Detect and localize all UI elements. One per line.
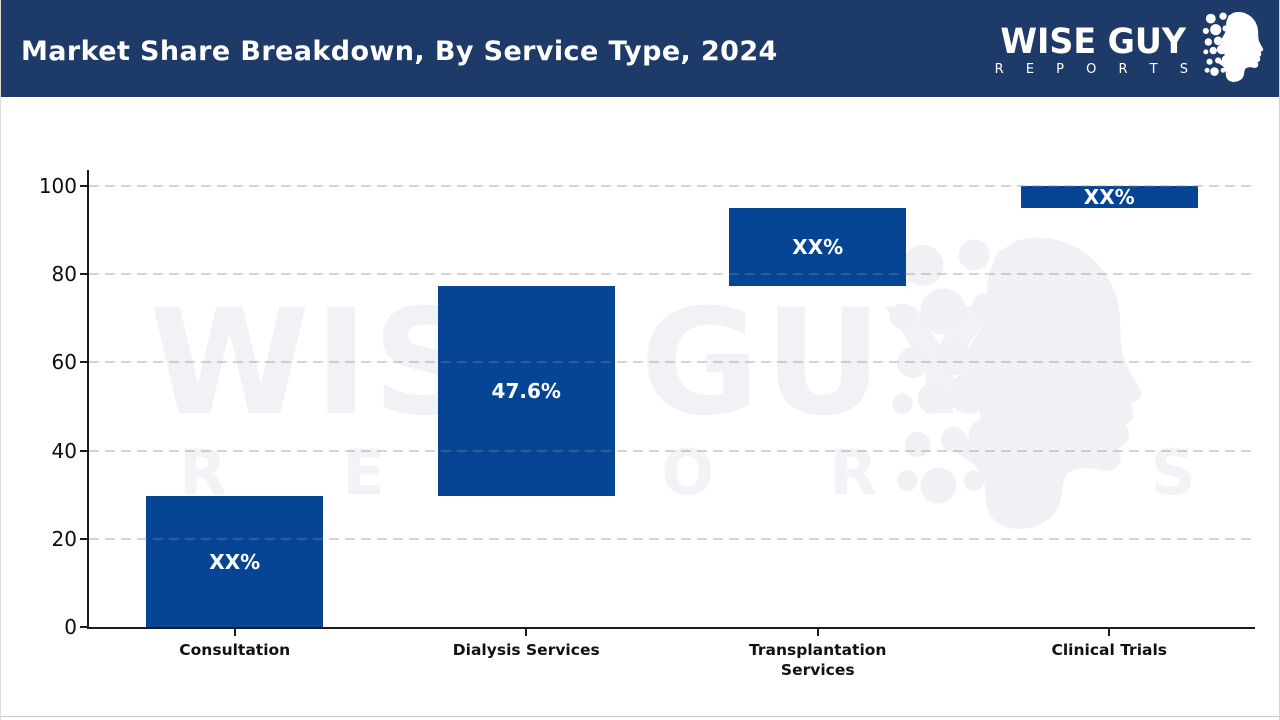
bar-value-label: XX% — [209, 549, 261, 574]
x-axis-tick — [233, 629, 236, 636]
x-axis-tick — [816, 629, 819, 636]
y-axis-line — [87, 170, 89, 629]
y-axis-tick — [80, 449, 87, 452]
y-axis-tick — [80, 626, 87, 628]
y-axis-tick-label: 80 — [51, 262, 77, 287]
y-axis-tick — [80, 537, 87, 540]
y-axis-tick-label: 60 — [51, 350, 77, 375]
y-axis-tick-label: 100 — [38, 174, 77, 198]
x-axis-tick — [1108, 629, 1111, 636]
gridline — [89, 361, 1255, 364]
logo-face-icon — [1202, 11, 1264, 82]
header: Market Share Breakdown, By Service Type,… — [1, 0, 1279, 97]
bar-clinical-trials — [1020, 186, 1198, 209]
y-axis-tick — [80, 361, 87, 364]
y-axis-tick — [80, 273, 87, 276]
gridline — [89, 185, 1255, 187]
bar-value-label: XX% — [1083, 185, 1135, 210]
gridline — [89, 537, 1255, 540]
logo-subtext: R E P O R T S — [994, 62, 1197, 77]
bottom-border — [1, 716, 1279, 717]
x-axis-category-label: Transplantation Services — [749, 641, 887, 679]
bar-consultation — [146, 496, 324, 627]
gridline — [89, 273, 1255, 276]
bar-value-label: 47.6% — [491, 379, 561, 404]
watermark-face-icon — [889, 237, 1142, 530]
bar-value-label: XX% — [792, 235, 844, 260]
wiseguy-logo: WISE GUY R E P O R T S — [989, 8, 1273, 92]
y-axis-tick — [80, 185, 87, 187]
y-axis-tick-label: 20 — [51, 526, 77, 551]
logo-text: WISE GUY R E P O R T S — [989, 23, 1197, 77]
x-axis-category-label: Dialysis Services — [452, 641, 600, 659]
x-axis-category-label: Consultation — [179, 641, 291, 659]
x-axis-tick — [525, 629, 528, 636]
logo-wordmark: WISE GUY — [999, 22, 1186, 62]
x-axis-category-label: Clinical Trials — [1051, 641, 1168, 659]
gridline — [89, 449, 1255, 452]
bar-transplantation-services — [729, 208, 907, 287]
y-axis-tick-label: 40 — [51, 438, 77, 463]
y-axis-tick-label: 0 — [64, 615, 77, 639]
page-title: Market Share Breakdown, By Service Type,… — [21, 36, 778, 67]
bar-dialysis-services — [437, 286, 615, 496]
x-axis-line — [87, 627, 1255, 629]
